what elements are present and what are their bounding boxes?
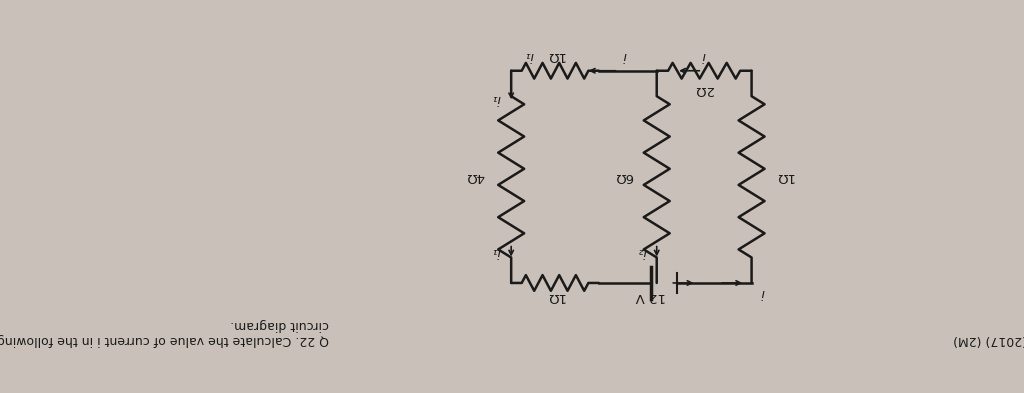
Text: i₁: i₁ (524, 49, 534, 62)
Text: 12 V: 12 V (636, 290, 666, 303)
Text: Q 22. Calculate the value of current i in the following
circuit diagram.: Q 22. Calculate the value of current i i… (0, 318, 330, 346)
Text: i: i (623, 49, 627, 62)
Text: 1Ω: 1Ω (775, 170, 794, 184)
Text: 1Ω: 1Ω (546, 49, 564, 62)
Text: 6Ω: 6Ω (615, 170, 634, 184)
Text: 1Ω: 1Ω (546, 290, 564, 303)
Text: i: i (702, 49, 706, 62)
Text: 2Ω: 2Ω (695, 83, 714, 96)
Text: 4Ω: 4Ω (466, 170, 484, 184)
Text: i: i (761, 286, 765, 299)
Text: (2017) (2M): (2017) (2M) (953, 333, 1024, 346)
Text: i₁: i₁ (492, 92, 501, 105)
Text: i₂: i₂ (637, 245, 646, 258)
Text: i₁: i₁ (492, 245, 501, 258)
